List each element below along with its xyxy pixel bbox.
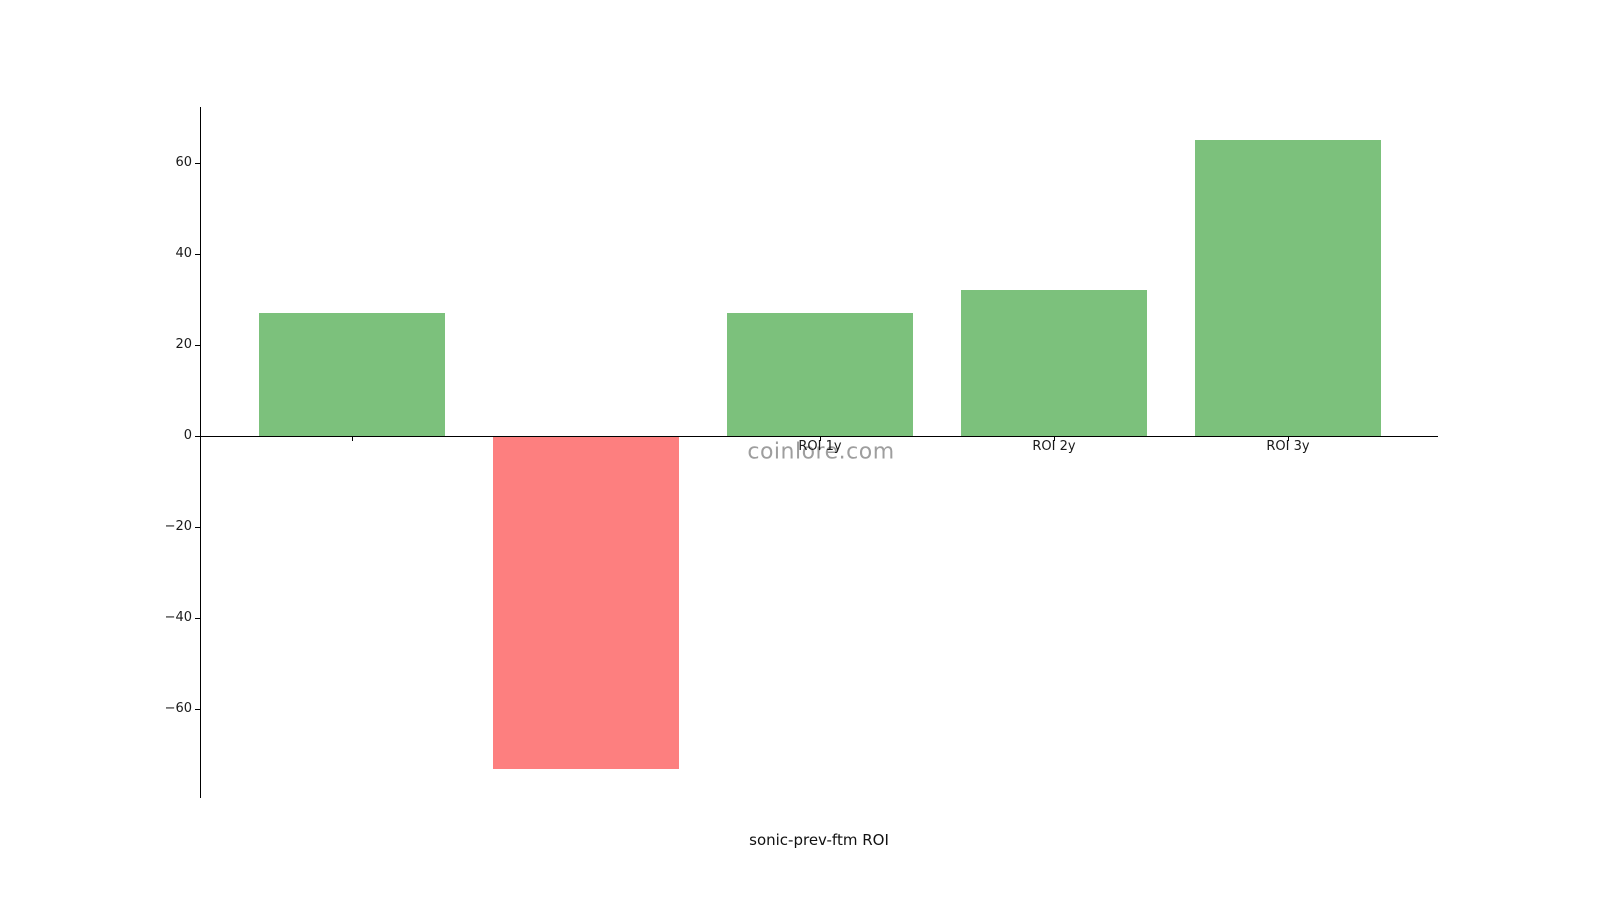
y-tick-label: 0 xyxy=(183,428,192,443)
bar-index-1 xyxy=(493,437,679,770)
y-axis-line xyxy=(200,107,201,798)
y-tick-label: −40 xyxy=(164,610,192,625)
y-tick-label: −20 xyxy=(164,519,192,534)
y-tick-mark xyxy=(195,345,200,346)
x-tick-mark xyxy=(352,437,353,441)
chart-title: sonic-prev-ftm ROI xyxy=(749,831,889,849)
y-tick-label: −60 xyxy=(164,701,192,716)
bar-index-0 xyxy=(259,313,445,436)
y-tick-mark xyxy=(195,254,200,255)
x-tick-mark xyxy=(1288,437,1289,441)
y-tick-label: 20 xyxy=(175,337,192,352)
bar-ROI 2y xyxy=(961,290,1147,436)
bar-ROI 3y xyxy=(1195,140,1381,436)
y-tick-mark xyxy=(195,163,200,164)
y-tick-mark xyxy=(195,709,200,710)
y-tick-mark xyxy=(195,527,200,528)
x-tick-label: ROI 3y xyxy=(1266,439,1310,454)
y-tick-label: 60 xyxy=(175,155,192,170)
bar-ROI 1y xyxy=(727,313,913,436)
x-tick-mark xyxy=(820,437,821,441)
x-tick-mark xyxy=(1054,437,1055,441)
y-tick-mark xyxy=(195,618,200,619)
y-tick-mark xyxy=(195,436,200,437)
x-tick-label: ROI 1y xyxy=(798,439,842,454)
y-tick-label: 40 xyxy=(175,246,192,261)
watermark-text: coinlore.com xyxy=(747,439,895,465)
x-tick-label: ROI 2y xyxy=(1032,439,1076,454)
x-axis-zero-line xyxy=(201,436,1438,437)
